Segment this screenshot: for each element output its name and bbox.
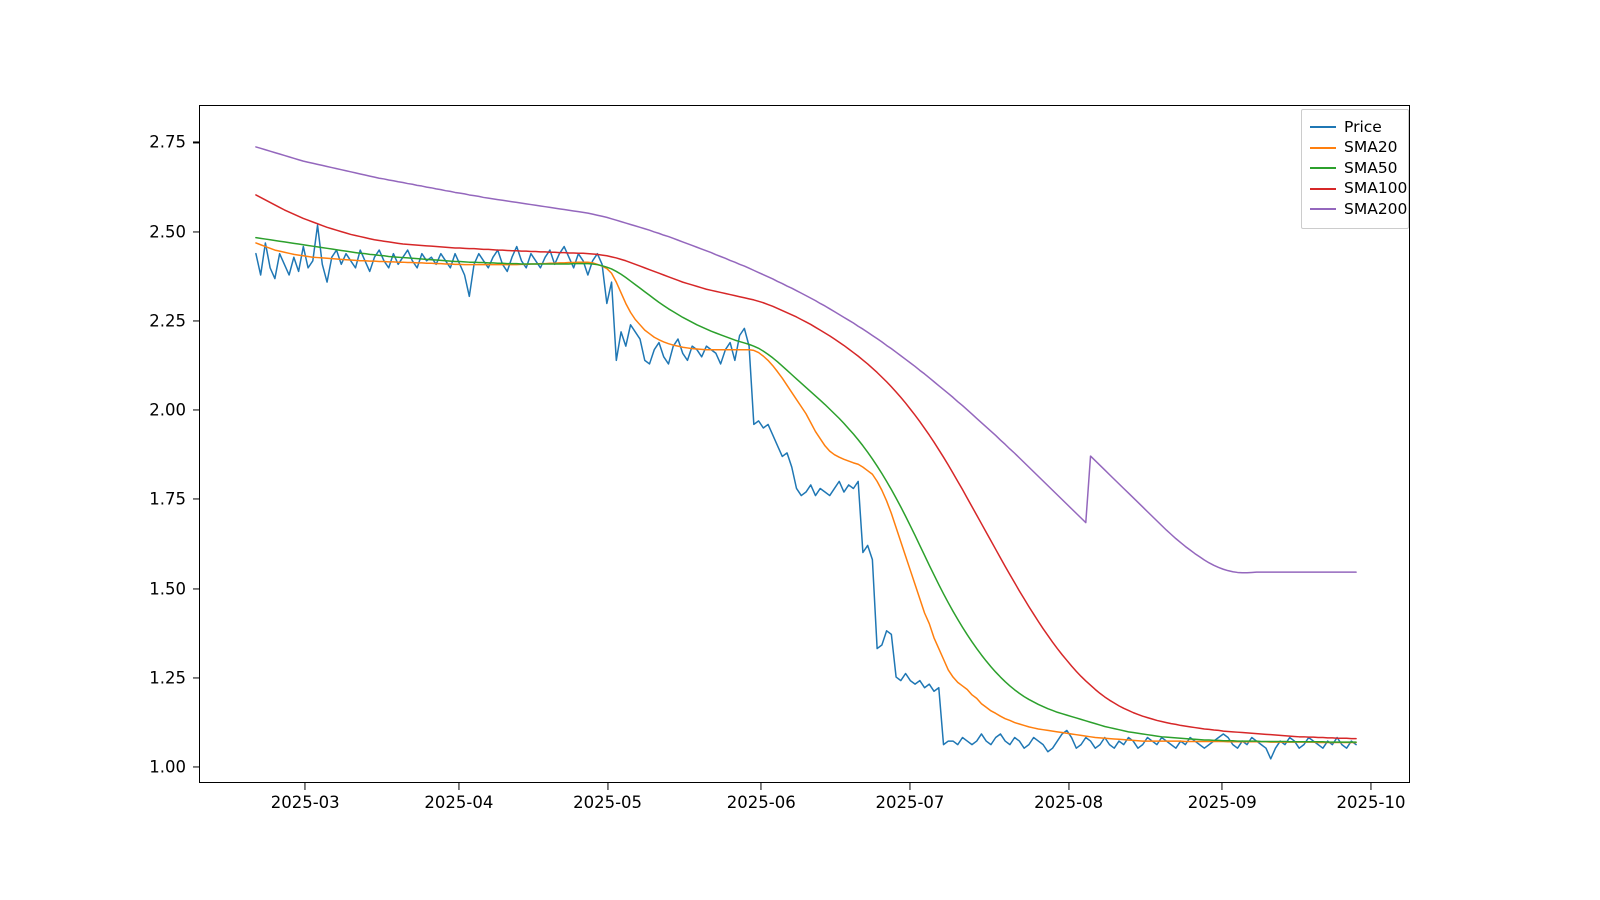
x-tick-mark [607,783,609,790]
chart-lines [200,106,1409,782]
y-tick-mark [192,766,199,768]
x-axis-tick-labels: 2025-03 2025-04 2025-05 2025-06 2025-07 2025-… [199,793,1410,819]
plot-area [199,105,1410,783]
legend-swatch-sma50 [1310,167,1336,170]
y-tick-mark [192,677,199,679]
legend-swatch-sma100 [1310,187,1336,190]
series-line-sma100 [256,195,1356,739]
x-tick-mark [909,783,911,790]
legend-label: SMA50 [1344,158,1398,177]
x-tick-label: 2025-04 [424,793,494,812]
y-tick-mark [192,231,199,233]
y-tick-label: 1.50 [149,579,186,599]
series-line-sma200 [256,147,1356,573]
x-tick-mark [1370,783,1372,790]
chart-legend: Price SMA20 SMA50 SMA100 SMA200 [1301,109,1409,229]
series-line-sma50 [256,238,1356,743]
y-tick-mark [192,320,199,322]
legend-label: Price [1344,117,1382,136]
y-tick-label: 1.75 [149,489,186,509]
x-tick-mark [458,783,460,790]
legend-label: SMA20 [1344,138,1398,156]
y-tick-label: 2.50 [149,222,186,242]
series-line-sma20 [256,243,1356,743]
legend-swatch-price [1310,126,1336,129]
y-tick-mark [192,587,199,590]
y-tick-label: 2.75 [149,132,186,152]
y-tick-label: 2.25 [149,311,186,331]
x-tick-label: 2025-06 [726,793,796,812]
legend-swatch-sma200 [1310,208,1336,211]
x-tick-mark [1221,783,1223,790]
x-tick-label: 2025-09 [1187,793,1257,812]
y-tick-mark [192,409,199,411]
legend-label: SMA100 [1344,179,1408,197]
x-tick-mark [304,783,306,790]
y-tick-label: 2.00 [149,400,186,420]
y-axis-tick-marks [186,105,199,783]
x-tick-label: 2025-10 [1336,793,1406,812]
legend-item-price[interactable]: Price [1310,117,1400,138]
y-tick-label: 1.00 [149,757,186,777]
x-tick-label: 2025-05 [573,793,643,812]
y-axis-tick-labels: 1.00 1.25 1.50 1.75 2.00 2.25 2.50 2.75 [90,105,186,783]
legend-item-sma100[interactable]: SMA100 [1310,179,1407,200]
x-tick-mark [760,783,762,790]
y-tick-label: 1.25 [149,668,186,688]
series-line-price [256,225,1356,759]
legend-label: SMA200 [1344,199,1408,218]
y-tick-mark [192,498,199,500]
legend-item-sma200[interactable]: SMA200 [1310,199,1407,220]
legend-item-sma50[interactable]: SMA50 [1310,158,1400,179]
y-tick-mark [192,141,199,143]
x-tick-label: 2025-03 [270,793,340,812]
legend-swatch-sma20 [1310,146,1336,149]
x-tick-mark [1068,783,1070,790]
x-tick-label: 2025-07 [875,793,945,812]
x-axis-tick-marks [199,783,1410,796]
x-tick-label: 2025-08 [1034,793,1104,812]
legend-item-sma20[interactable]: SMA20 [1310,138,1400,159]
